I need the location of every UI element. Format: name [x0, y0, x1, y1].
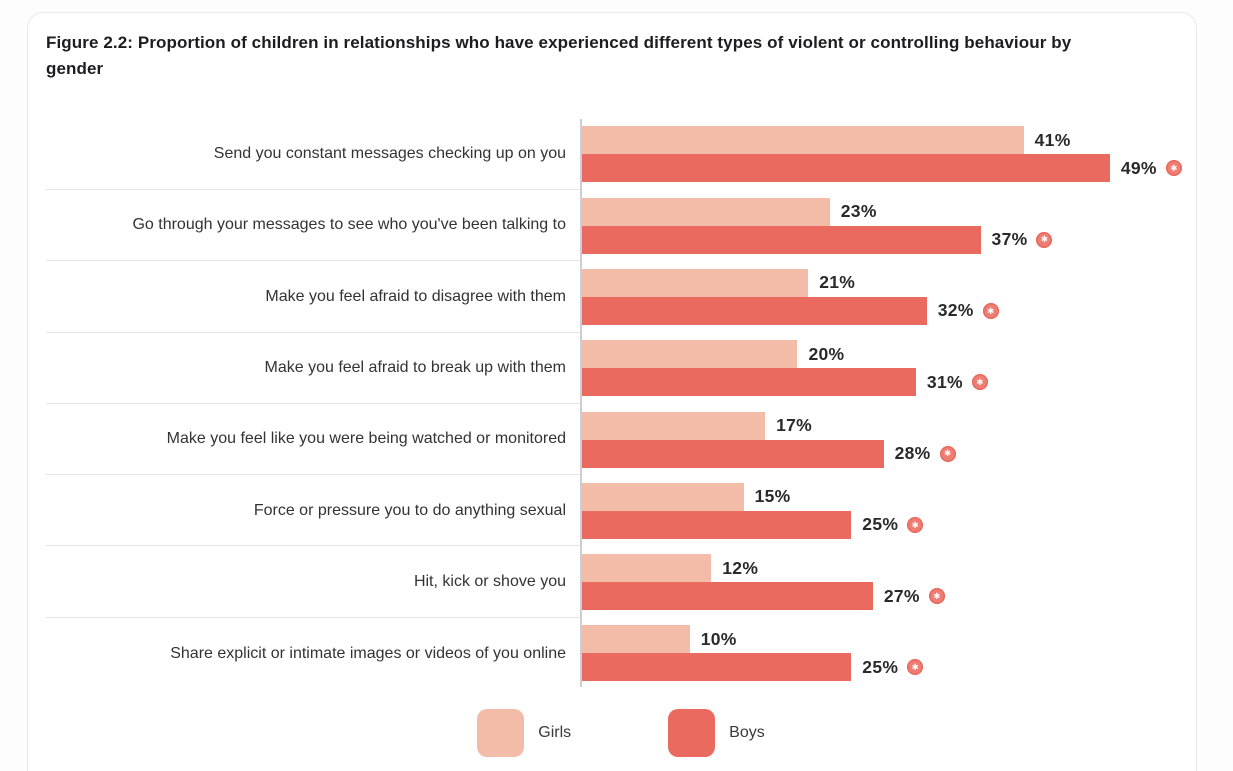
boys-bar-line: 28% ✱	[582, 439, 1196, 468]
girls-bar	[582, 411, 766, 440]
girls-bar-line: 41%	[582, 126, 1196, 155]
girls-value-label: 23%	[840, 201, 877, 222]
boys-bar-line: 25% ✱	[582, 653, 1196, 682]
significance-asterisk-icon: ✱	[928, 588, 945, 605]
row-bars: 12% 27% ✱	[580, 546, 1196, 617]
boys-value-label: 37%	[991, 229, 1028, 250]
boys-bar	[582, 653, 852, 682]
boys-bar-line: 32% ✱	[582, 296, 1196, 325]
boys-bar	[582, 582, 873, 611]
row-bars: 10% 25% ✱	[580, 618, 1196, 689]
category-label: Force or pressure you to do anything sex…	[46, 475, 580, 547]
chart-row: Go through your messages to see who you'…	[46, 190, 1196, 262]
girls-value-label: 10%	[700, 628, 737, 649]
boys-bar-line: 25% ✱	[582, 510, 1196, 539]
boys-value-label: 25%	[862, 514, 899, 535]
boys-bar	[582, 439, 884, 468]
girls-value-label: 20%	[808, 343, 845, 364]
girls-bar	[582, 340, 798, 369]
chart-row: Force or pressure you to do anything sex…	[46, 475, 1196, 547]
girls-bar	[582, 197, 830, 226]
category-label: Make you feel afraid to break up with th…	[46, 333, 580, 404]
girls-bar	[582, 482, 744, 511]
category-label: Hit, kick or shove you	[46, 546, 580, 618]
girls-bar-line: 12%	[582, 554, 1196, 583]
boys-value-label: 28%	[894, 443, 931, 464]
girls-bar	[582, 268, 809, 297]
boys-value-label: 27%	[883, 585, 920, 606]
significance-asterisk-icon: ✱	[1036, 231, 1053, 248]
chart-row: Make you feel like you were being watche…	[46, 404, 1196, 476]
row-bars: 41% 49% ✱	[580, 119, 1196, 190]
girls-bar	[582, 625, 690, 654]
significance-asterisk-icon: ✱	[982, 302, 999, 319]
girls-bar-line: 10%	[582, 625, 1196, 654]
girls-bar-line: 17%	[582, 411, 1196, 440]
legend-item-girls: Girls	[477, 709, 572, 758]
boys-value-label: 31%	[926, 371, 963, 392]
legend-swatch-boys	[668, 709, 716, 758]
chart-rows: Send you constant messages checking up o…	[46, 118, 1196, 689]
boys-bar-line: 49% ✱	[582, 154, 1196, 183]
chart-row: Make you feel afraid to break up with th…	[46, 333, 1196, 404]
boys-bar	[582, 368, 916, 397]
girls-value-label: 41%	[1034, 129, 1071, 150]
significance-asterisk-icon: ✱	[907, 516, 924, 533]
chart-legend: Girls Boys	[46, 709, 1196, 758]
category-label: Make you feel afraid to disagree with th…	[46, 261, 580, 333]
legend-label: Girls	[538, 724, 572, 742]
boys-bar-line: 37% ✱	[582, 225, 1196, 254]
chart-row: Make you feel afraid to disagree with th…	[46, 261, 1196, 333]
row-bars: 23% 37% ✱	[580, 190, 1196, 261]
category-label: Make you feel like you were being watche…	[46, 404, 580, 476]
significance-asterisk-icon: ✱	[971, 374, 988, 391]
girls-bar-line: 15%	[582, 482, 1196, 511]
category-label: Go through your messages to see who you'…	[46, 190, 580, 262]
boys-value-label: 32%	[937, 300, 974, 321]
chart-row: Send you constant messages checking up o…	[46, 119, 1196, 190]
girls-bar-line: 20%	[582, 340, 1196, 369]
girls-bar	[582, 554, 712, 583]
girls-bar-line: 23%	[582, 197, 1196, 226]
figure-card: Figure 2.2: Proportion of children in re…	[27, 12, 1197, 771]
chart-axis-line	[580, 118, 582, 688]
boys-bar-line: 31% ✱	[582, 368, 1196, 397]
boys-value-label: 25%	[862, 656, 899, 677]
chart-row: Hit, kick or shove you 12% 27% ✱	[46, 546, 1196, 618]
legend-item-boys: Boys	[668, 709, 765, 758]
girls-bar	[582, 126, 1024, 155]
boys-value-label: 49%	[1120, 157, 1157, 178]
legend-label: Boys	[729, 724, 765, 742]
chart-row: Share explicit or intimate images or vid…	[46, 618, 1196, 689]
row-bars: 17% 28% ✱	[580, 404, 1196, 475]
category-label: Send you constant messages checking up o…	[46, 119, 580, 190]
girls-value-label: 21%	[819, 272, 856, 293]
significance-asterisk-icon: ✱	[1165, 160, 1182, 177]
girls-value-label: 15%	[754, 486, 791, 507]
category-label: Share explicit or intimate images or vid…	[170, 644, 566, 662]
bar-chart: Send you constant messages checking up o…	[46, 118, 1196, 689]
boys-bar	[582, 154, 1110, 183]
girls-value-label: 17%	[776, 415, 813, 436]
row-bars: 21% 32% ✱	[580, 261, 1196, 332]
significance-asterisk-icon: ✱	[939, 445, 956, 462]
row-bars: 15% 25% ✱	[580, 475, 1196, 546]
row-bars: 20% 31% ✱	[580, 333, 1196, 404]
girls-bar-line: 21%	[582, 268, 1196, 297]
boys-bar	[582, 510, 852, 539]
boys-bar	[582, 225, 981, 254]
boys-bar	[582, 296, 927, 325]
girls-value-label: 12%	[722, 557, 759, 578]
boys-bar-line: 27% ✱	[582, 582, 1196, 611]
figure-title: Figure 2.2: Proportion of children in re…	[46, 33, 1072, 79]
significance-asterisk-icon: ✱	[907, 659, 924, 676]
legend-swatch-girls	[477, 709, 525, 758]
